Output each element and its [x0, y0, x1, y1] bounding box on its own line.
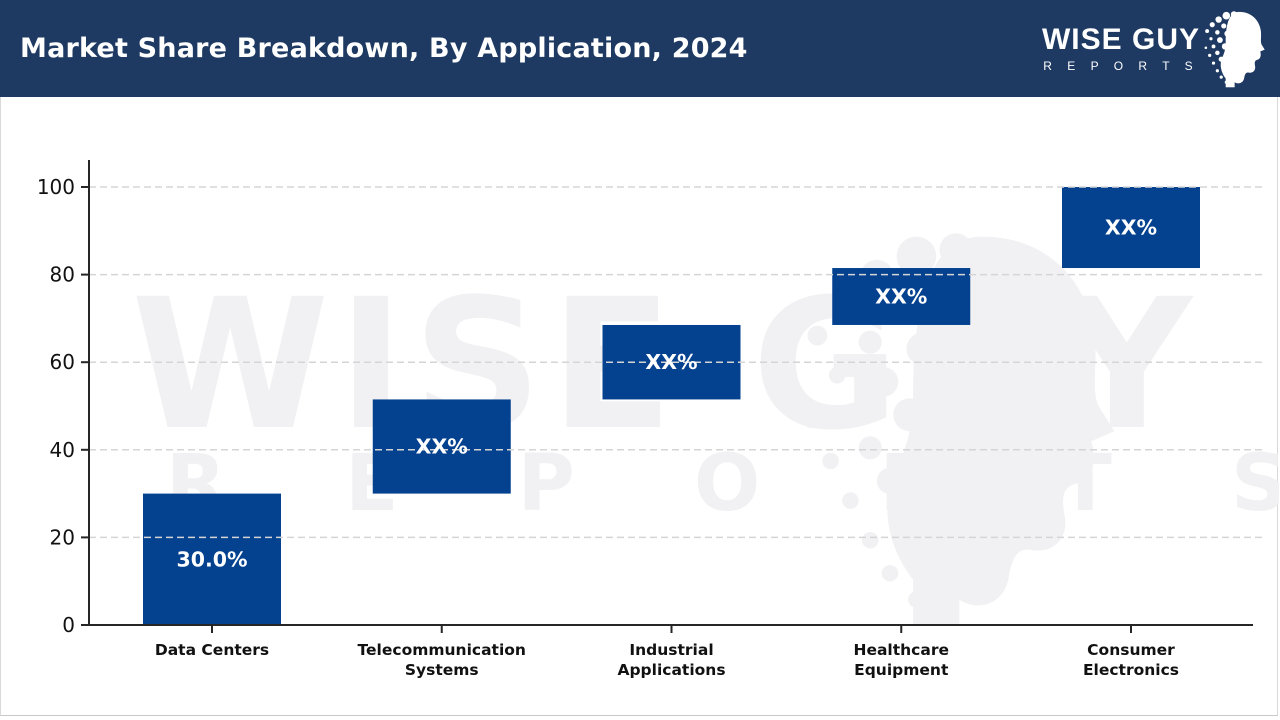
category-label-telecommunication-systems: Telecommunication Systems: [358, 641, 526, 679]
y-tick-label: 80: [50, 263, 75, 287]
page-title: Market Share Breakdown, By Application, …: [20, 33, 748, 64]
category-label-industrial-applications: Industrial Applications: [617, 641, 725, 679]
logo-head-icon: [1202, 10, 1266, 88]
bar-data-centers: [143, 493, 281, 625]
bar-consumer-electronics: [1062, 187, 1200, 269]
y-tick-label: 40: [50, 438, 75, 462]
category-label-consumer-electronics: Consumer Electronics: [1083, 641, 1179, 679]
wise-guy-reports-logo: WISE GUY R E P O R T S: [1042, 10, 1266, 88]
y-tick-label: 20: [50, 525, 75, 549]
category-label-healthcare-equipment: Healthcare Equipment: [853, 641, 949, 679]
bar-value-label: 30.0%: [176, 547, 247, 571]
bar-healthcare-equipment: [832, 268, 971, 325]
bar-value-label: XX%: [416, 435, 468, 459]
header: Market Share Breakdown, By Application, …: [0, 0, 1280, 97]
y-tick-label: 60: [50, 350, 75, 374]
logo-reports-text: R E P O R T S: [1043, 59, 1199, 73]
bar-value-label: XX%: [645, 350, 697, 374]
bar-telecommunication-systems: [372, 399, 511, 494]
logo-wordmark: WISE GUY: [1041, 23, 1200, 56]
bar-value-label: XX%: [1105, 216, 1157, 240]
logo-wordmark-block: WISE GUY R E P O R T S: [1041, 23, 1200, 73]
y-tick-label: 100: [37, 175, 75, 199]
watermark-reports-text: R E P O R T S: [166, 439, 1279, 529]
category-label-data-centers: Data Centers: [155, 641, 269, 659]
y-tick-label: 0: [62, 613, 75, 637]
bar-value-label: XX%: [875, 285, 927, 309]
